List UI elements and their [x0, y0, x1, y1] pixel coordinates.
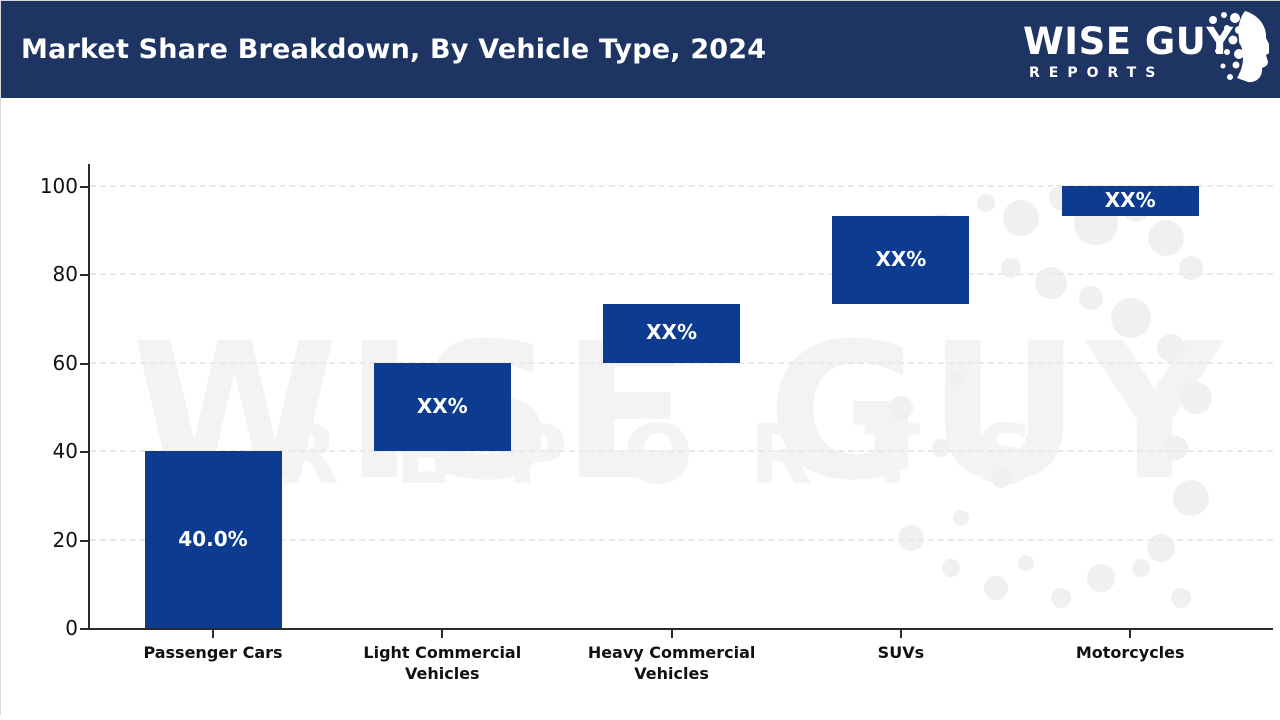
gridline	[90, 185, 1273, 188]
watermark-dot	[1035, 267, 1067, 299]
y-tick-mark	[80, 628, 88, 630]
watermark-dot	[1148, 220, 1184, 256]
gridline	[90, 450, 1273, 453]
y-tick-label: 0	[65, 616, 78, 640]
bar-value-label: 40.0%	[178, 526, 248, 551]
watermark-dot	[942, 559, 960, 577]
y-tick-label: 20	[52, 527, 78, 552]
watermark-dot	[932, 439, 950, 457]
bar-value-label: XX%	[416, 394, 468, 419]
gridline	[90, 538, 1273, 541]
watermark-dot	[889, 396, 913, 420]
watermark-dot	[984, 576, 1008, 600]
logo-wordmark: WISE GUY	[1023, 20, 1234, 63]
watermark-dot	[1087, 564, 1115, 592]
y-tick-label: 80	[52, 262, 78, 287]
watermark-dot	[1018, 555, 1034, 571]
category-label: Light Commercial Vehicles	[363, 643, 522, 683]
watermark-dot	[1171, 588, 1191, 608]
x-tick-mark	[899, 630, 902, 638]
watermark-dot	[1051, 588, 1071, 608]
bar-value-label: XX%	[646, 320, 698, 345]
watermark-dot	[1079, 286, 1103, 310]
y-tick-label: 60	[52, 350, 78, 375]
watermark-dot	[1179, 256, 1203, 280]
watermark-dot	[1003, 200, 1039, 236]
bar-3	[603, 304, 741, 363]
x-tick-mark	[441, 630, 444, 638]
header-band: Market Share Breakdown, By Vehicle Type,…	[1, 1, 1280, 98]
logo-face-icon	[1209, 11, 1269, 83]
y-tick-mark	[80, 186, 88, 189]
waterfall-chart: WISE GUY REPORTS 0 20 40 60 80 100 40.0% Passen…	[1, 98, 1280, 716]
gridline	[90, 361, 1273, 364]
page-title: Market Share Breakdown, By Vehicle Type,…	[21, 34, 767, 65]
watermark-dot	[1180, 382, 1212, 414]
y-tick-mark	[80, 451, 88, 454]
y-tick-mark	[80, 362, 88, 365]
watermark-dot	[1001, 258, 1021, 278]
watermark-dot	[1164, 436, 1188, 460]
x-axis-line	[88, 628, 1273, 630]
x-tick-mark	[212, 630, 214, 638]
x-tick-mark	[1129, 630, 1132, 638]
watermark-dot	[977, 194, 995, 212]
gridline	[90, 273, 1273, 276]
bar-4	[832, 215, 970, 305]
bar-value-label: XX%	[1104, 187, 1156, 212]
y-tick-label: 100	[39, 174, 78, 199]
watermark-dot	[1132, 559, 1150, 577]
bar-value-label: XX%	[875, 246, 927, 271]
watermark-dot	[1173, 480, 1209, 516]
watermark-dot	[1157, 334, 1185, 362]
category-label: Passenger Cars	[143, 643, 283, 662]
x-tick-mark	[670, 630, 673, 638]
category-label: Heavy Commercial Vehicles	[587, 643, 756, 683]
watermark-dot	[898, 525, 924, 551]
category-label: Motorcycles	[1075, 643, 1185, 662]
y-axis-line	[88, 164, 90, 630]
bar-2	[373, 362, 511, 452]
y-tick-mark	[80, 274, 88, 277]
watermark-dot	[1111, 298, 1151, 338]
bar-1	[144, 451, 282, 628]
watermark-dot	[953, 510, 969, 526]
category-label: SUVs	[877, 643, 925, 662]
y-tick-label: 40	[52, 439, 78, 464]
watermark-dot	[948, 370, 964, 386]
watermark-dot	[991, 468, 1011, 488]
bar-5	[1061, 186, 1199, 216]
wise-guy-reports-logo: WISE GUY REPORTS	[1023, 11, 1269, 83]
logo-subtext: REPORTS	[1029, 65, 1164, 81]
y-tick-mark	[80, 539, 88, 542]
